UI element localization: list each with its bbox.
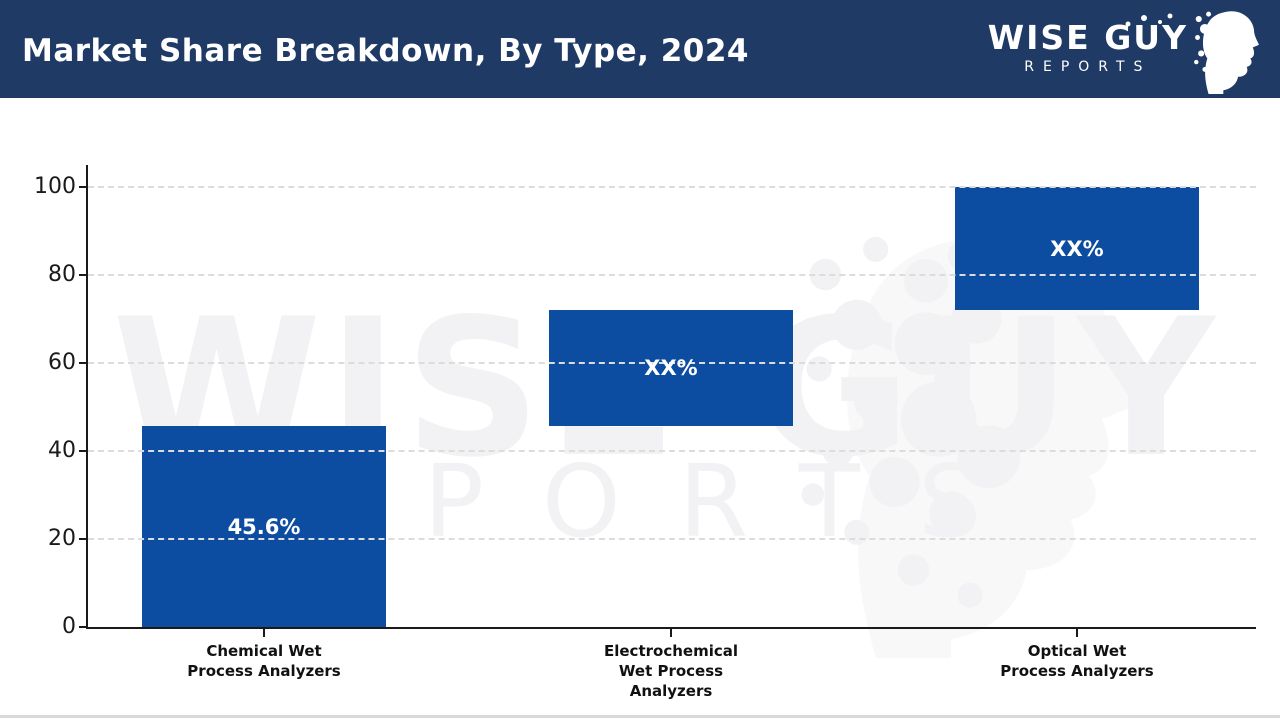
logo-dots-decoration [1125, 13, 1173, 27]
x-axis-line [86, 627, 1256, 629]
y-axis-line [86, 165, 88, 629]
y-tick-mark [79, 274, 86, 276]
gridline [88, 186, 1256, 188]
y-tick-label: 80 [48, 262, 76, 287]
x-tick-mark [670, 629, 672, 637]
x-tick-mark [263, 629, 265, 637]
y-tick-label: 40 [48, 438, 76, 463]
footer-divider [0, 715, 1280, 718]
y-tick-mark [79, 362, 86, 364]
bar-value-label: 45.6% [227, 514, 301, 539]
y-tick-mark [79, 186, 86, 188]
bar-value-label: XX% [644, 356, 698, 381]
y-tick-mark [79, 626, 86, 628]
gridline [88, 450, 1256, 452]
y-tick-label: 0 [62, 614, 76, 639]
bar-value-label: XX% [1050, 236, 1104, 261]
y-tick-label: 60 [48, 350, 76, 375]
gridline [88, 274, 1256, 276]
brand-logo: WISE GUY REPORTS [988, 6, 1266, 94]
y-tick-label: 100 [34, 174, 76, 199]
header-bar: Market Share Breakdown, By Type, 2024 WI… [0, 0, 1280, 98]
y-tick-label: 20 [48, 526, 76, 551]
brand-subname: REPORTS [1024, 59, 1152, 75]
category-label: Optical Wet Process Analyzers [1000, 642, 1154, 680]
y-tick-mark [79, 538, 86, 540]
brand-name: WISE GUY [987, 18, 1188, 57]
category-label: Electrochemical Wet Process Analyzers [604, 642, 738, 700]
y-tick-mark [79, 450, 86, 452]
category-label: Chemical Wet Process Analyzers [187, 642, 341, 680]
x-tick-mark [1076, 629, 1078, 637]
brand-logo-text: WISE GUY REPORTS [988, 20, 1188, 76]
page-title: Market Share Breakdown, By Type, 2024 [22, 33, 750, 69]
gridline [88, 538, 1256, 540]
bar-segment [549, 310, 793, 427]
bar-segment [142, 426, 386, 627]
face-profile-icon [1194, 11, 1259, 94]
gridline [88, 362, 1256, 364]
